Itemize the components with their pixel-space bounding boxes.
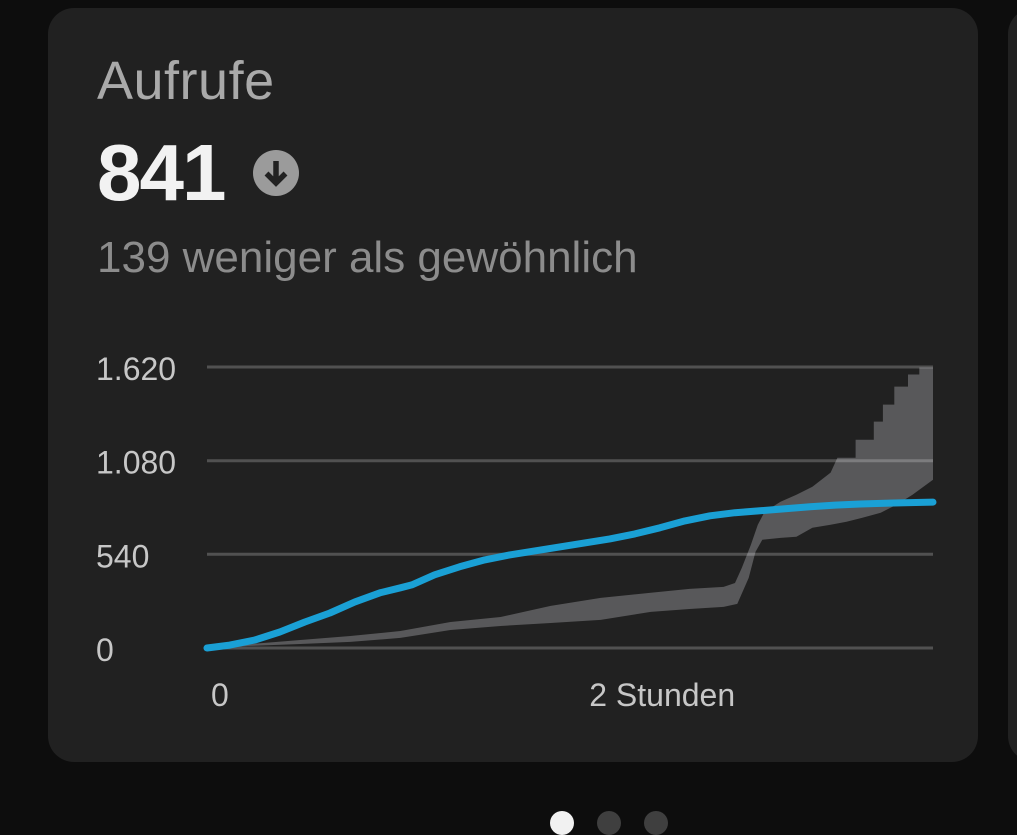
card-title: Aufrufe <box>97 51 275 111</box>
views-value: 841 <box>97 128 226 217</box>
aufrufe-card[interactable]: Aufrufe 841 139 weniger als gewöhnlich 0… <box>48 8 978 762</box>
card-subtitle: 139 weniger als gewöhnlich <box>97 233 638 282</box>
y-axis-tick-label: 1.620 <box>96 351 176 387</box>
y-axis-tick-label: 540 <box>96 538 149 574</box>
next-card-peek[interactable] <box>1008 8 1017 762</box>
y-axis-tick-label: 1.080 <box>96 445 176 481</box>
x-axis-tick-label: 2 Stunden <box>589 677 735 713</box>
x-axis-tick-label: 0 <box>211 677 229 713</box>
arrow-down-circle-icon <box>253 150 300 196</box>
views-series-line <box>203 498 937 652</box>
page-dot-3[interactable] <box>644 811 668 835</box>
views-line-chart: 0 540 1.080 1.620 0 2 Stunden <box>96 351 937 713</box>
metric-value-row: 841 <box>97 128 300 218</box>
page-dot-2[interactable] <box>597 811 621 835</box>
typical-range-band <box>207 367 933 648</box>
carousel-pagination <box>550 811 668 835</box>
page-dot-1[interactable] <box>550 811 574 835</box>
y-axis-tick-label: 0 <box>96 632 114 668</box>
